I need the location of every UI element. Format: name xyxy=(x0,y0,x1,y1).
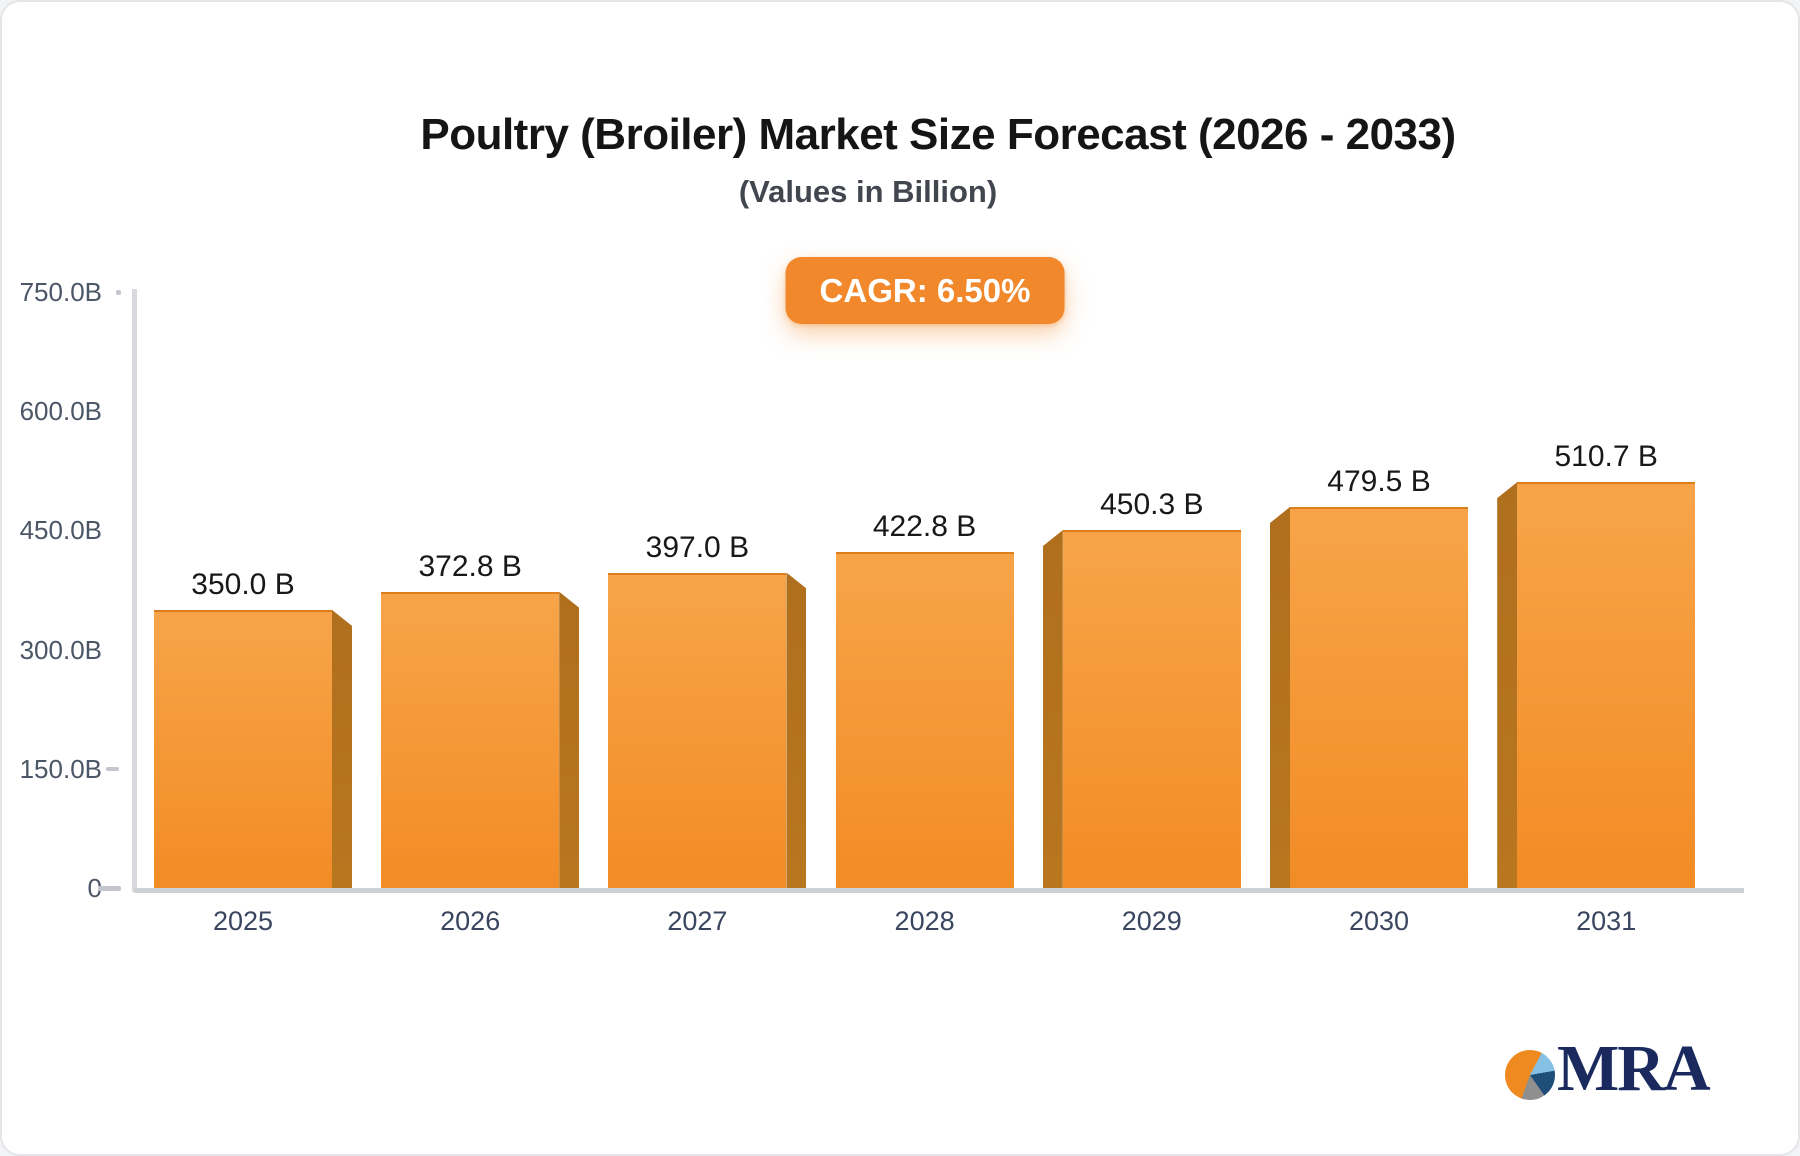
y-axis-tick-750 xyxy=(116,290,121,295)
y-axis-tick-150 xyxy=(106,766,119,771)
chart-subtitle: (Values in Billion) xyxy=(738,174,998,209)
x-axis-label-2026: 2026 xyxy=(440,906,501,936)
mra-logo-text: MRA xyxy=(1557,1032,1711,1105)
bar-2029 xyxy=(1062,530,1241,888)
bar-side-face-2027 xyxy=(786,572,807,888)
x-axis-label-2027: 2027 xyxy=(667,906,728,936)
bar-value-label-2028: 422.8 B xyxy=(872,510,977,543)
bar-2025 xyxy=(154,609,332,888)
cagr-badge: CAGR: 6.50% xyxy=(785,257,1065,324)
mra-logo-pie-icon xyxy=(1505,1050,1555,1100)
bar-side-face-2025 xyxy=(332,609,352,888)
bar-2030 xyxy=(1290,506,1468,888)
x-axis-label-2030: 2030 xyxy=(1348,906,1410,936)
bar-value-label-2029: 450.3 B xyxy=(1100,488,1204,522)
y-axis-label-450: 450.0B xyxy=(19,515,102,546)
bar-2027 xyxy=(608,572,787,888)
bar-side-face-2029 xyxy=(1042,530,1063,888)
y-axis-label-0: 0 xyxy=(87,873,102,903)
y-axis-line xyxy=(132,289,137,892)
bar-value-label-2027: 397.0 B xyxy=(645,530,750,564)
bar-side-face-2026 xyxy=(559,591,580,888)
y-axis-label-600: 600.0B xyxy=(19,396,102,427)
chart-title: Poultry (Broiler) Market Size Forecast (… xyxy=(420,110,1456,159)
bar-value-label-2030: 479.5 B xyxy=(1327,464,1431,498)
bar-value-label-2025: 350.0 B xyxy=(191,567,295,601)
y-axis-tick-0 xyxy=(98,885,121,891)
bar-value-label-2026: 372.8 B xyxy=(418,549,522,583)
y-axis-label-750: 750.0B xyxy=(19,277,102,307)
x-axis-label-2031: 2031 xyxy=(1576,906,1637,936)
bar-side-face-2030 xyxy=(1270,506,1290,888)
x-axis-baseline xyxy=(134,888,1744,893)
x-axis-label-2028: 2028 xyxy=(894,906,955,936)
bar-value-label-2031: 510.7 B xyxy=(1554,440,1658,474)
bar-side-face-2031 xyxy=(1497,482,1518,888)
mra-logo: MRA xyxy=(1505,1032,1711,1105)
cagr-badge-label: CAGR: 6.50% xyxy=(819,271,1031,309)
bar-2031 xyxy=(1517,482,1696,888)
y-axis-label-150: 150.0B xyxy=(19,753,102,784)
x-axis-label-2025: 2025 xyxy=(212,906,274,936)
bar-2028 xyxy=(835,552,1014,888)
x-axis-label-2029: 2029 xyxy=(1121,906,1182,936)
bar-2026 xyxy=(381,591,560,888)
y-axis-label-300: 300.0B xyxy=(19,634,102,665)
